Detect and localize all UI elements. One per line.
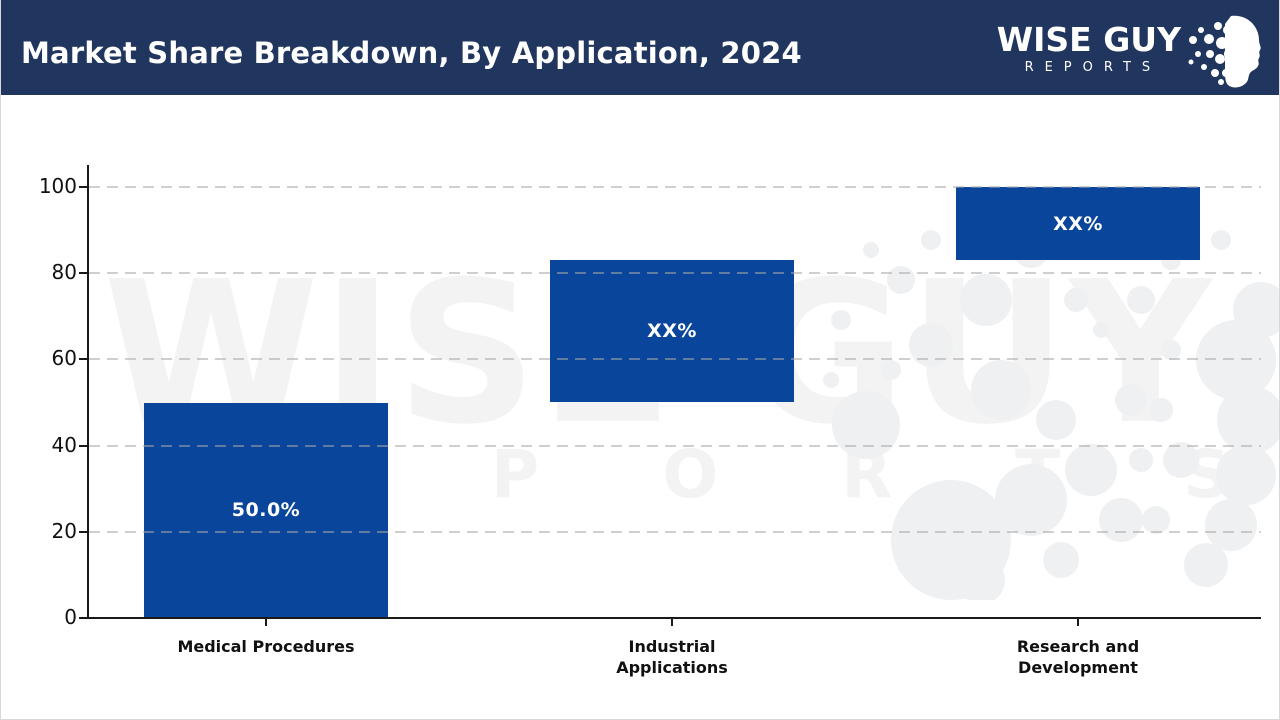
x-tick-1 — [265, 619, 267, 626]
y-tick-label-0: 0 — [64, 605, 77, 629]
bar-2: XX% — [550, 260, 794, 403]
y-axis-spine — [87, 165, 89, 619]
header-bar: Market Share Breakdown, By Application, … — [1, 0, 1279, 95]
x-tick-3 — [1077, 619, 1079, 626]
x-axis-spine — [87, 617, 1261, 619]
bar-1: 50.0% — [144, 402, 388, 618]
logo-reports-label: REPORTS — [1024, 60, 1162, 75]
bar-3: XX% — [956, 187, 1200, 261]
gridline-60 — [89, 358, 1261, 361]
gridline-40 — [89, 444, 1261, 447]
logo-text: WISE GUY REPORTS — [996, 20, 1181, 76]
y-tick-label-60: 60 — [51, 346, 77, 371]
bar-value-label-3: XX% — [1053, 212, 1103, 235]
y-tick-label-20: 20 — [51, 518, 77, 543]
logo-head-icon — [1188, 15, 1261, 88]
y-tick-80 — [79, 272, 88, 275]
wise-guy-reports-logo: WISE GUY REPORTS — [997, 4, 1269, 92]
gridline-80 — [89, 272, 1261, 275]
category-label-1: Medical Procedures — [177, 637, 355, 656]
x-tick-2 — [671, 619, 673, 626]
category-label-2: Industrial Applications — [616, 637, 728, 677]
gridline-20 — [89, 530, 1261, 533]
y-tick-40 — [79, 444, 88, 447]
y-tick-label-100: 100 — [38, 174, 77, 198]
chart-title: Market Share Breakdown, By Application, … — [21, 36, 802, 70]
y-tick-label-80: 80 — [51, 260, 77, 285]
y-tick-60 — [79, 358, 88, 361]
y-tick-label-40: 40 — [51, 432, 77, 457]
bar-value-label-1: 50.0% — [231, 499, 301, 522]
gridline-100 — [89, 186, 1261, 188]
y-tick-20 — [79, 530, 88, 533]
watermark-head-dots-graphic — [823, 230, 1279, 600]
logo-wise-guy-label: WISE GUY — [996, 20, 1181, 59]
category-label-3: Research and Development — [1016, 637, 1140, 677]
bar-value-label-2: XX% — [647, 320, 697, 343]
y-tick-100 — [79, 186, 88, 188]
y-tick-0 — [79, 617, 88, 619]
